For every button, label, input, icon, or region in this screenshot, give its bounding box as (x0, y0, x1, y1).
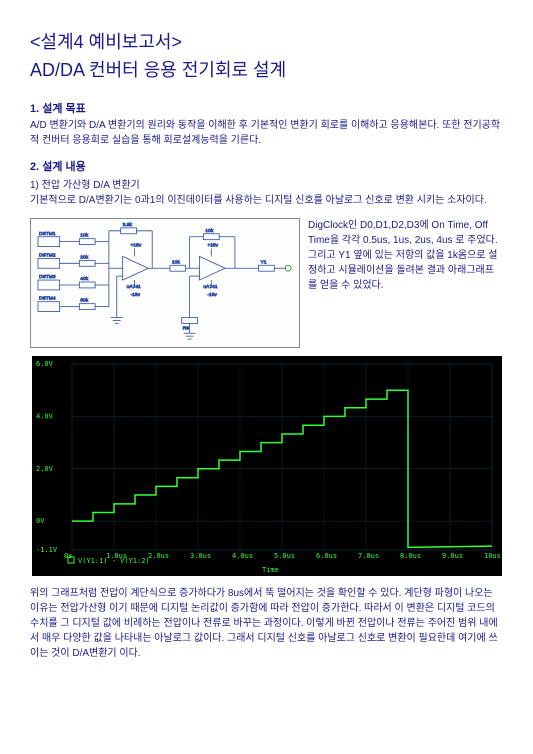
dstm4-label: DSTM4 (39, 296, 56, 302)
r5-label: 10k (80, 233, 88, 239)
svg-text:6.0us: 6.0us (316, 552, 337, 560)
circuit-diagram: DSTM1 DSTM2 DSTM3 DSTM4 10k 20k 40k 80k … (30, 218, 300, 348)
svg-text:6.0V: 6.0V (36, 360, 54, 368)
section2-sub1: 1) 전압 가산형 D/A 변환기 (30, 176, 503, 191)
circuit-svg: DSTM1 DSTM2 DSTM3 DSTM4 10k 20k 40k 80k … (31, 219, 299, 347)
figure-row: DSTM1 DSTM2 DSTM3 DSTM4 10k 20k 40k 80k … (30, 218, 503, 348)
r9-label: R9 (183, 325, 190, 331)
section2-body1: 기본적으로 D/A변환기는 0과1의 이진데이터를 사용하는 디지털 신호를 아… (30, 193, 503, 208)
r6-label: 20k (80, 254, 88, 260)
report-main-title: AD/DA 컨버터 응용 전기회로 설계 (30, 56, 503, 82)
dstm1-label: DSTM1 (39, 231, 56, 237)
svg-text:4.0us: 4.0us (232, 552, 253, 560)
r-fb2: 10k (205, 228, 213, 234)
report-bracket-title: <설계4 예비보고서> (30, 28, 503, 54)
y1-label: Y1 (261, 259, 267, 265)
svg-text:7.0us: 7.0us (358, 552, 379, 560)
svg-text:0V: 0V (36, 517, 45, 525)
r-fb1: 3.9k (123, 222, 133, 228)
svg-text:9.0us: 9.0us (442, 552, 463, 560)
closing-paragraph: 위의 그래프처럼 전압이 계단식으로 증가하다가 8us에서 뚝 떨어지는 것을… (30, 586, 503, 661)
circuit-caption: DigClock인 D0,D1,D2,D3에 On Time, Off Time… (308, 218, 503, 348)
svg-text:-1.1V: -1.1V (36, 546, 58, 554)
dstm3-label: DSTM3 (39, 274, 56, 280)
dstm2-label: DSTM2 (39, 252, 56, 258)
u1-label: uA741 (127, 284, 141, 290)
svg-text:5.0us: 5.0us (274, 552, 295, 560)
r7-label: 40k (80, 276, 88, 282)
svg-text:8.0us: 8.0us (400, 552, 421, 560)
simulation-chart: -1.1V0V2.0V4.0V6.0V 0s1.0us2.0us3.0us4.0… (32, 356, 502, 576)
chart-footer: V(Y1:1) - V(Y1:2) (78, 557, 150, 565)
chart-svg: -1.1V0V2.0V4.0V6.0V 0s1.0us2.0us3.0us4.0… (32, 356, 502, 576)
v15p-1: +15v (131, 243, 142, 249)
svg-text:10us: 10us (484, 552, 501, 560)
section1-head: 1. 설계 목표 (30, 100, 503, 116)
chart-footer2: Time (262, 566, 279, 574)
v15p-2: +15v (207, 243, 218, 249)
section1-body: A/D 변환기와 D/A 변환기의 원리와 동작을 이해한 후 기본적인 변환기… (30, 118, 503, 148)
svg-text:3.0us: 3.0us (190, 552, 211, 560)
u2-label: uA741 (203, 284, 217, 290)
v15n-2: -15v (207, 292, 217, 298)
r12-label: 10k (172, 259, 180, 265)
svg-text:2.0us: 2.0us (148, 552, 169, 560)
svg-text:2.0V: 2.0V (36, 465, 54, 473)
r8-label: 80k (80, 298, 88, 304)
svg-text:4.0V: 4.0V (36, 412, 54, 420)
v15n-1: -15v (131, 292, 141, 298)
section2-head: 2. 설계 내용 (30, 158, 503, 174)
